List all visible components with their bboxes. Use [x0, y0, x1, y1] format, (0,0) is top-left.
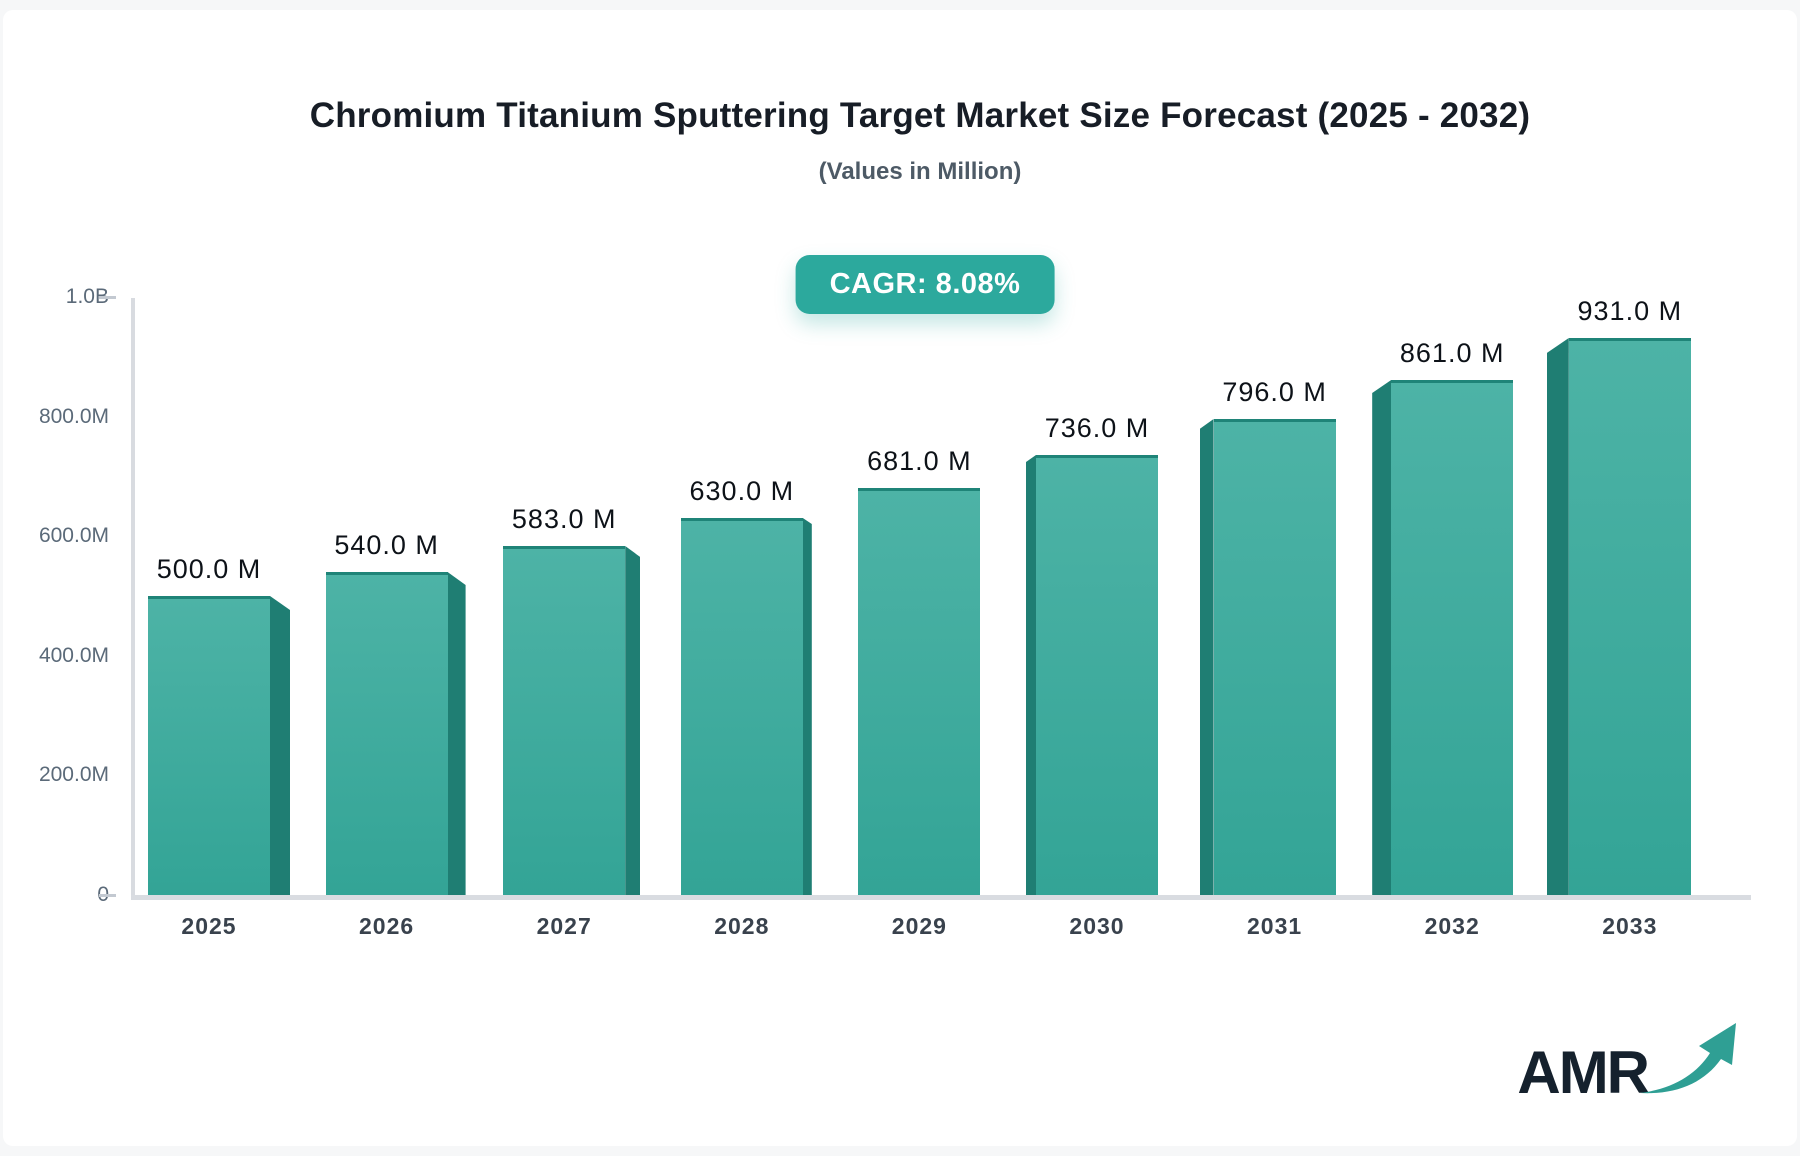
chart-card: Chromium Titanium Sputtering Target Mark… — [3, 10, 1797, 1146]
bar-2028[interactable] — [680, 518, 803, 895]
bar-3d-side — [802, 518, 812, 895]
bar-3d-side — [270, 596, 290, 895]
x-axis-tick-label: 2033 — [1602, 913, 1658, 939]
y-axis-tick-label: 800.0M — [38, 405, 109, 428]
bar-value-label: 500.0 M — [156, 554, 262, 584]
bar-2032[interactable] — [1391, 380, 1514, 895]
bar-value-label: 630.0 M — [689, 476, 795, 506]
bar-3d-side — [625, 546, 641, 895]
x-axis-tick-label: 2031 — [1247, 913, 1303, 939]
bar-value-label: 681.0 M — [867, 446, 972, 476]
cagr-badge: CAGR: 8.08% — [795, 255, 1055, 314]
chart-header: Chromium Titanium Sputtering Target Mark… — [43, 96, 1797, 186]
y-axis-tick-label: 0 — [3, 883, 109, 907]
bar-3d-side — [447, 572, 466, 895]
bar-value-label: 861.0 M — [1399, 338, 1505, 368]
bar-2030[interactable] — [1036, 455, 1158, 895]
bar-chart-plot-area: 500.0 M 2025 540.0 M 2026 583.0 M 2027 630.0 M… — [3, 10, 1797, 1146]
y-axis-tick-label: 600.0M — [38, 524, 109, 547]
bar-value-label: 736.0 M — [1044, 413, 1150, 443]
chart-subtitle: (Values in Million) — [818, 158, 1022, 185]
amr-logo: AMR — [1517, 1017, 1742, 1106]
x-axis-tick-label: 2026 — [359, 913, 415, 939]
x-axis-tick-label: 2030 — [1069, 913, 1125, 939]
y-axis-tick-label: 400.0M — [38, 644, 109, 667]
bar-3d-side — [1026, 455, 1036, 895]
y-axis-line — [131, 298, 135, 898]
bar-3d-side — [1546, 338, 1569, 895]
bar-2029[interactable] — [858, 488, 981, 895]
bar-value-label: 796.0 M — [1222, 377, 1327, 407]
x-axis-line — [131, 895, 1751, 900]
amr-logo-text: AMR — [1517, 1039, 1650, 1106]
bar-value-label: 540.0 M — [334, 530, 439, 560]
bar-3d-side — [1199, 419, 1214, 895]
y-axis-tick-dash — [99, 296, 116, 299]
y-axis-tick-label: 200.0M — [38, 763, 109, 786]
bar-2025[interactable] — [148, 596, 270, 895]
bar-2031[interactable] — [1213, 419, 1336, 895]
x-axis-tick-label: 2028 — [714, 913, 770, 939]
x-axis-tick-label: 2025 — [181, 913, 237, 939]
bar-2033[interactable] — [1568, 338, 1691, 895]
chart-title: Chromium Titanium Sputtering Target Mark… — [309, 96, 1531, 135]
y-axis-tick-dash — [99, 894, 116, 897]
growth-arrow-icon — [1638, 1017, 1742, 1104]
x-axis-tick-label: 2032 — [1424, 913, 1480, 939]
x-axis-tick-label: 2027 — [536, 913, 592, 939]
bar-value-label: 931.0 M — [1577, 296, 1683, 326]
bar-2027[interactable] — [503, 546, 626, 895]
x-axis-tick-label: 2029 — [891, 913, 947, 939]
bar-value-label: 583.0 M — [511, 504, 617, 534]
bar-3d-side — [1372, 380, 1392, 895]
y-axis-tick-label: 1.0B — [65, 285, 109, 308]
bar-2026[interactable] — [325, 572, 448, 895]
